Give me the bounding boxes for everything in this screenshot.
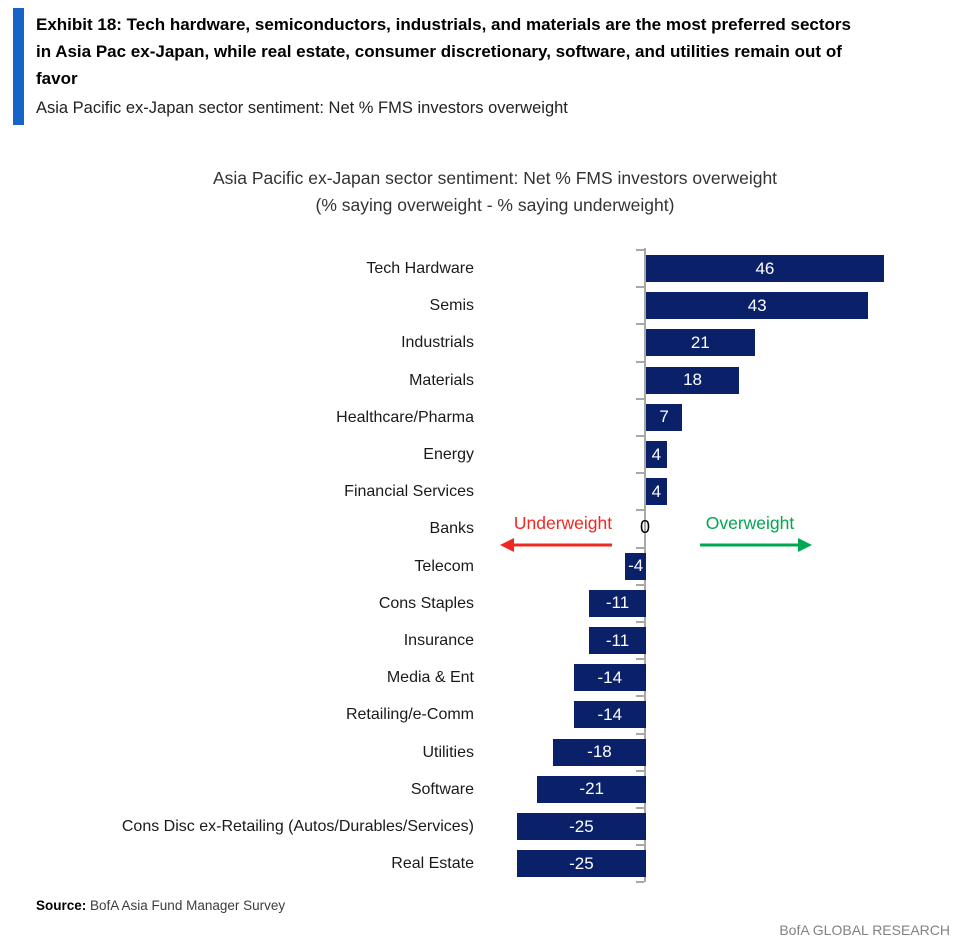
bar-value-label: 43 — [747, 295, 767, 315]
bar: 4 — [646, 441, 667, 468]
category-label: Cons Staples — [378, 594, 474, 612]
axis-tick — [636, 658, 644, 661]
bar: -11 — [589, 627, 646, 654]
overweight-arrow-icon — [697, 538, 812, 557]
underweight-label: Underweight — [513, 513, 613, 534]
axis-tick — [636, 621, 644, 623]
bar: 43 — [646, 292, 869, 320]
exhibit-title-line-3: favor — [36, 69, 78, 88]
bar: 4 — [646, 478, 667, 506]
bar: -25 — [516, 813, 646, 840]
axis-tick — [636, 732, 644, 735]
exhibit-title-line-1: Exhibit 18: Tech hardware, semiconductor… — [36, 15, 852, 34]
axis-tick — [636, 546, 644, 549]
chart-title-line-2: (% saying overweight - % saying underwei… — [315, 195, 675, 215]
bar: -14 — [573, 701, 646, 729]
bar-value-label: 18 — [683, 370, 702, 390]
category-label: Materials — [409, 371, 474, 389]
bar: -21 — [537, 775, 646, 803]
bar-value-label: -11 — [605, 630, 630, 650]
brand-line: BofA GLOBAL RESEARCH — [779, 922, 950, 938]
exhibit-title-line-2: in Asia Pac ex-Japan, while real estate,… — [36, 42, 842, 61]
bar: 46 — [646, 255, 884, 282]
axis-tick — [636, 360, 644, 363]
bar: 18 — [646, 366, 740, 394]
bar-value-label: 7 — [659, 407, 669, 427]
bar-value-label: -21 — [579, 779, 604, 799]
bar-chart: Tech Hardware 46 Semis 43 Industrials 21 Mater… — [0, 248, 970, 888]
category-label: Industrials — [401, 334, 474, 352]
axis-tick — [636, 509, 644, 512]
source-label: Source: — [36, 898, 87, 913]
category-label: Utilities — [422, 743, 474, 761]
bar-value-label: -11 — [605, 593, 630, 613]
bar-value-label: -4 — [628, 556, 644, 576]
axis-tick — [636, 695, 644, 698]
category-label: Software — [410, 780, 474, 798]
axis-tick — [636, 323, 644, 326]
bar-value-label: -14 — [597, 667, 623, 687]
axis-tick — [636, 844, 644, 847]
category-label: Banks — [429, 520, 474, 538]
category-label: Semis — [429, 297, 474, 315]
category-label: Financial Services — [344, 483, 474, 501]
category-label: Media & Ent — [386, 669, 474, 687]
category-label: Retailing/e-Comm — [345, 706, 474, 724]
axis-tick — [636, 769, 644, 772]
bar-value-label: -25 — [569, 853, 594, 873]
bar-value-label: -25 — [569, 816, 594, 836]
bar: -4 — [625, 552, 646, 580]
bar: -25 — [516, 850, 646, 878]
axis-tick — [636, 583, 644, 586]
category-label: Insurance — [403, 632, 474, 649]
category-label: Tech Hardware — [366, 260, 474, 277]
overweight-label: Overweight — [705, 513, 795, 534]
category-label: Healthcare/Pharma — [336, 408, 474, 426]
category-label: Real Estate — [391, 855, 474, 873]
bar-value-label: -14 — [597, 704, 623, 724]
bar: 7 — [646, 403, 683, 431]
source-text: BofA Asia Fund Manager Survey — [86, 898, 286, 913]
bar-value-label: -18 — [587, 742, 612, 762]
bar: -14 — [573, 664, 646, 692]
bar-value-label: 46 — [755, 258, 775, 278]
axis-tick — [636, 397, 644, 400]
exhibit-accent-bar — [13, 8, 24, 125]
source-line: Source: BofA Asia Fund Manager Survey — [36, 898, 285, 913]
bar-value-label: 21 — [690, 332, 710, 352]
exhibit-title: Exhibit 18: Tech hardware, semiconductor… — [36, 11, 946, 92]
category-label: Energy — [423, 446, 474, 463]
axis-tick — [636, 807, 644, 809]
bar: -18 — [552, 738, 646, 766]
axis-tick — [636, 249, 644, 251]
axis-tick — [636, 286, 644, 289]
zero-value-label: 0 — [639, 517, 651, 538]
axis-tick — [636, 472, 644, 475]
chart-title: Asia Pacific ex-Japan sector sentiment: … — [45, 165, 945, 219]
bar: -11 — [589, 589, 646, 617]
bar-value-label: 4 — [651, 444, 662, 464]
exhibit-subtitle: Asia Pacific ex-Japan sector sentiment: … — [36, 99, 568, 117]
bar: 21 — [646, 329, 755, 357]
axis-tick — [636, 881, 644, 883]
underweight-arrow-icon — [500, 538, 615, 557]
category-label: Cons Disc ex-Retailing (Autos/Durables/S… — [121, 818, 474, 835]
axis-tick — [636, 435, 644, 437]
bar-value-label: 4 — [651, 481, 662, 501]
category-label: Telecom — [414, 557, 474, 575]
chart-title-line-1: Asia Pacific ex-Japan sector sentiment: … — [212, 168, 778, 188]
